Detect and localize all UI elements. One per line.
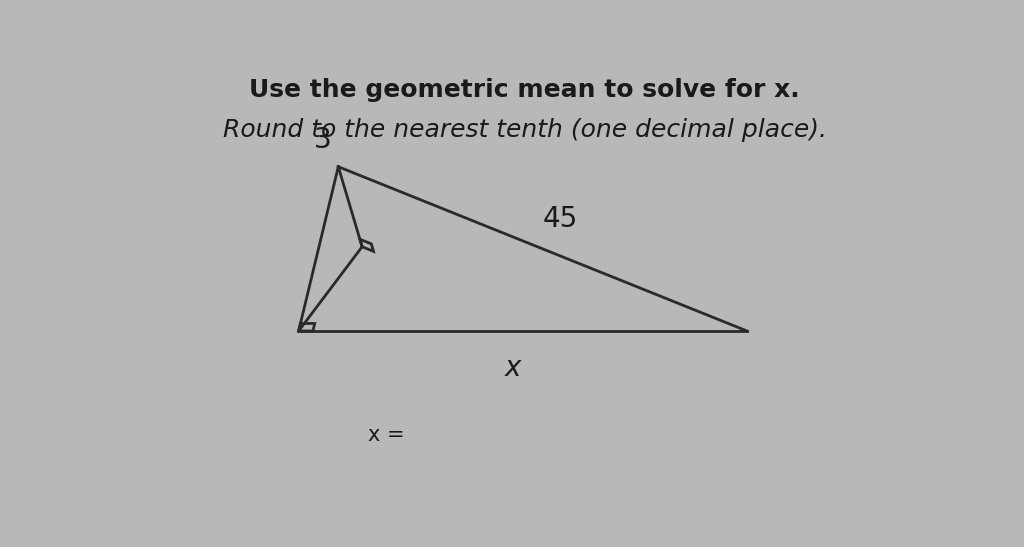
Text: Round to the nearest tenth (one decimal place).: Round to the nearest tenth (one decimal … (223, 118, 826, 142)
Text: Use the geometric mean to solve for x.: Use the geometric mean to solve for x. (250, 78, 800, 102)
Text: x: x (505, 354, 521, 382)
Text: 3: 3 (313, 126, 332, 154)
Text: 45: 45 (543, 205, 579, 234)
Text: x =: x = (368, 424, 404, 445)
